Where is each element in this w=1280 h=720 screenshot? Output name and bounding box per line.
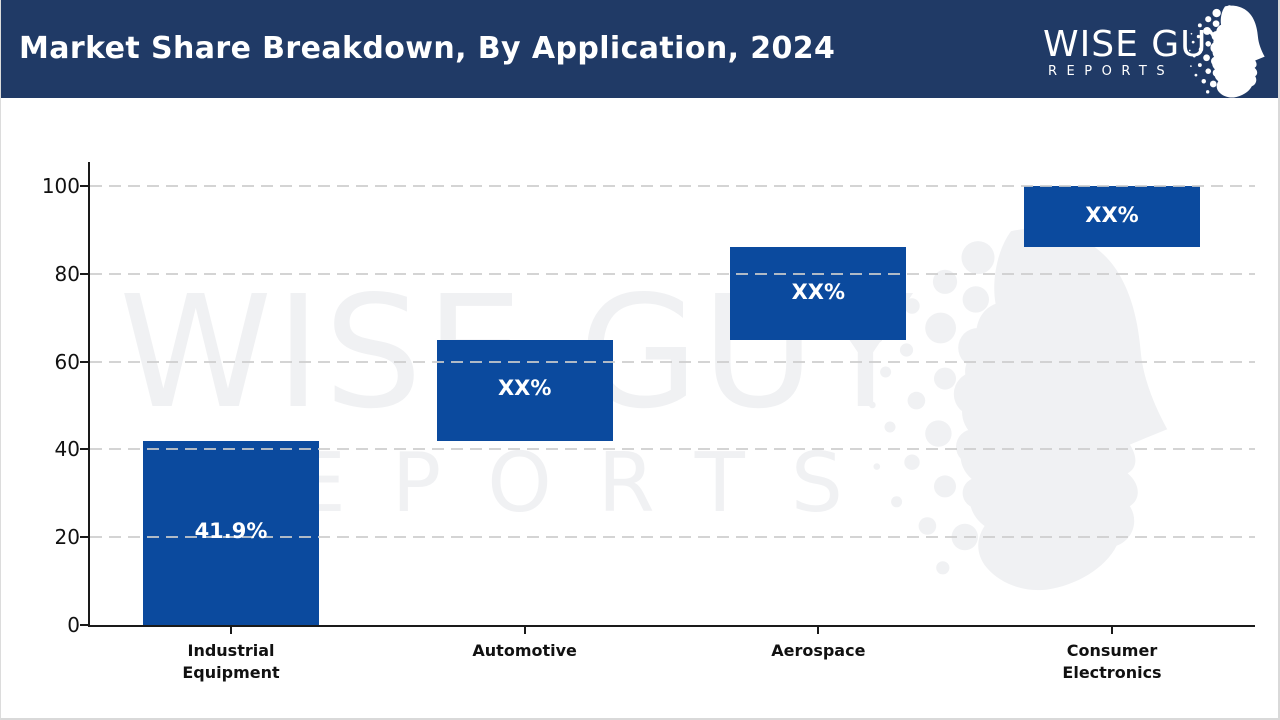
y-tick-label-20: 20 [54, 525, 80, 550]
bar-aerospace [730, 247, 907, 340]
bar-consumer-electronics [1024, 186, 1200, 248]
y-tick-label-100: 100 [41, 174, 80, 198]
y-tick-40 [80, 448, 89, 451]
y-tick-100 [80, 185, 89, 187]
x-axis-line [88, 625, 1255, 627]
gridline-60 [90, 360, 1255, 363]
x-tick-consumer-electronics [1111, 627, 1113, 634]
logo-wordmark: WISE GUY [1043, 24, 1231, 65]
y-tick-label-80: 80 [54, 261, 80, 286]
x-tick-label-automotive: Automotive [472, 641, 577, 660]
y-tick-label-60: 60 [54, 349, 80, 374]
x-tick-industrial-equipment [230, 627, 232, 634]
bar-automotive [436, 339, 613, 442]
gridline-20 [90, 536, 1255, 539]
x-tick-label-aerospace: Aerospace [771, 641, 866, 660]
y-tick-0 [80, 624, 89, 626]
y-tick-label-40: 40 [54, 437, 80, 462]
y-tick-label-0: 0 [67, 613, 80, 637]
y-axis-line [88, 162, 90, 627]
x-tick-label-consumer-electronics: Consumer Electronics [1062, 641, 1162, 682]
x-tick-aerospace [817, 627, 820, 634]
gridline-100 [90, 185, 1255, 187]
x-tick-label-industrial-equipment: Industrial Equipment [182, 641, 280, 682]
bar-value-label-automotive: XX% [497, 376, 552, 401]
chart-title: Market Share Breakdown, By Application, … [19, 31, 836, 66]
x-tick-automotive [523, 627, 526, 634]
gridline-40 [90, 448, 1255, 451]
y-tick-80 [80, 272, 89, 275]
y-tick-60 [80, 360, 89, 363]
bar-value-label-industrial-equipment: 41.9% [194, 519, 268, 544]
header-bar: Market Share Breakdown, By Application, … [1, 0, 1278, 98]
bar-industrial-equipment [143, 441, 319, 625]
y-tick-20 [80, 536, 89, 539]
logo-dot-face-icon [1188, 5, 1265, 98]
bar-value-label-consumer-electronics: XX% [1085, 202, 1139, 227]
bar-value-label-aerospace: XX% [791, 279, 846, 304]
logo-subtext: REPORTS [1048, 64, 1175, 79]
gridline-80 [90, 272, 1255, 275]
